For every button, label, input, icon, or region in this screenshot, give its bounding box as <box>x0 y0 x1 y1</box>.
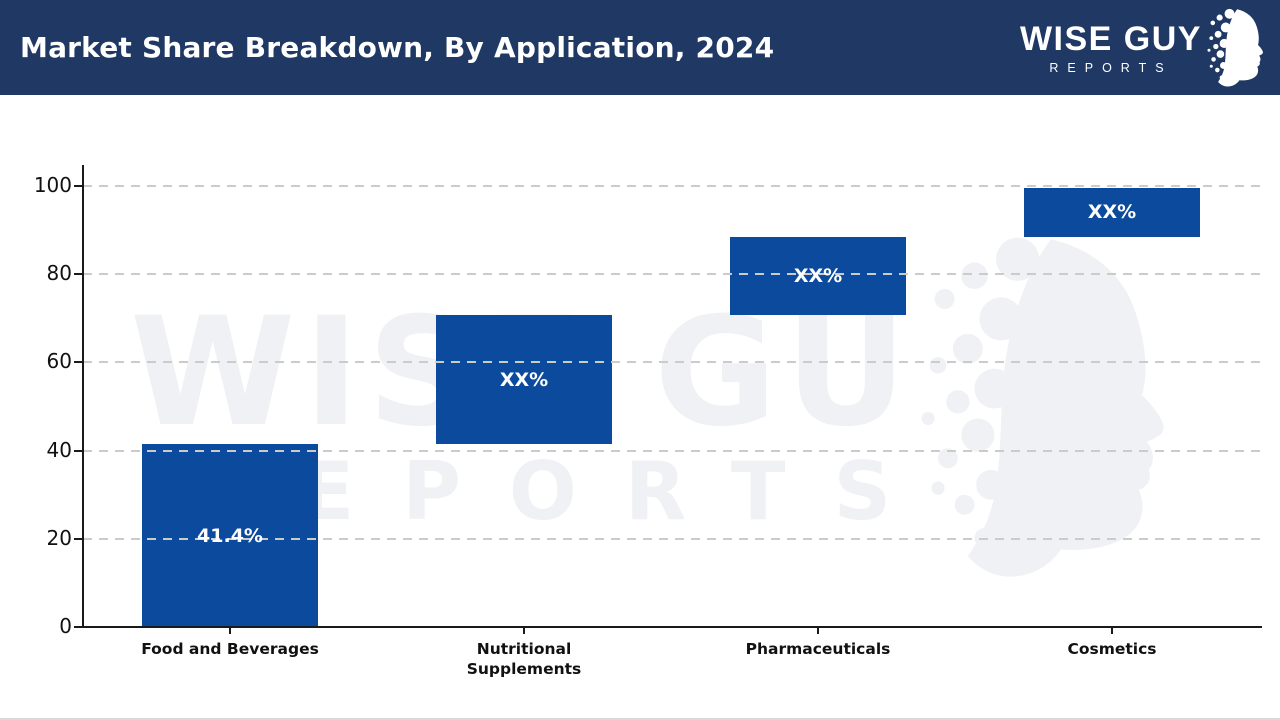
gridline-40 <box>83 449 1262 452</box>
x-tick-mark-nutritional-supplements <box>523 627 525 634</box>
y-tick-mark-0 <box>74 626 82 628</box>
logo-wordmark: WISE GUY <box>1019 20 1202 58</box>
bar-food-and-beverages <box>142 444 318 627</box>
gridline-100 <box>83 185 1262 187</box>
y-axis-tick-label-0: 0 <box>59 614 72 638</box>
x-tick-mark-cosmetics <box>1111 627 1113 634</box>
y-axis-line <box>82 165 84 628</box>
chart-title: Market Share Breakdown, By Application, … <box>20 31 775 64</box>
logo-head-icon <box>1207 8 1263 87</box>
wise-guy-reports-logo: WISE GUY REPORTS <box>1020 0 1266 95</box>
bar-cosmetics <box>1024 187 1200 237</box>
y-axis-tick-label-20: 20 <box>46 525 72 550</box>
x-tick-mark-food-and-beverages <box>229 627 231 634</box>
x-axis-line <box>82 626 1262 628</box>
bar-value-label-food-and-beverages: 41.4% <box>197 524 263 547</box>
x-axis-label-nutritional-supplements: Nutritional Supplements <box>466 640 582 678</box>
x-axis-label-pharmaceuticals: Pharmaceuticals <box>745 640 891 658</box>
y-tick-mark-60 <box>74 361 82 364</box>
x-axis-label-food-and-beverages: Food and Beverages <box>141 640 319 658</box>
bar-value-label-nutritional-supplements: XX% <box>499 368 549 391</box>
header-banner: Market Share Breakdown, By Application, … <box>0 0 1280 95</box>
x-axis-label-cosmetics: Cosmetics <box>1067 640 1157 658</box>
y-axis-tick-label-80: 80 <box>46 261 72 286</box>
bar-value-label-pharmaceuticals: XX% <box>793 264 843 287</box>
y-tick-mark-40 <box>74 449 82 452</box>
bar-nutritional-supplements <box>436 315 612 445</box>
x-tick-mark-pharmaceuticals <box>817 627 819 634</box>
y-tick-mark-100 <box>74 185 82 187</box>
gridline-60 <box>83 361 1262 364</box>
y-axis-tick-label-40: 40 <box>46 437 72 462</box>
y-axis-tick-label-60: 60 <box>46 349 72 374</box>
bar-value-label-cosmetics: XX% <box>1087 201 1137 224</box>
bar-pharmaceuticals <box>730 236 906 316</box>
bottom-border <box>0 718 1280 720</box>
y-tick-mark-80 <box>74 273 82 276</box>
gridline-20 <box>83 537 1262 540</box>
logo-subtext: REPORTS <box>1049 61 1173 75</box>
y-axis-tick-label-100: 100 <box>33 173 72 197</box>
logo-text: WISE GUY REPORTS <box>1020 20 1202 75</box>
gridline-80 <box>83 273 1262 276</box>
y-tick-mark-20 <box>74 537 82 540</box>
